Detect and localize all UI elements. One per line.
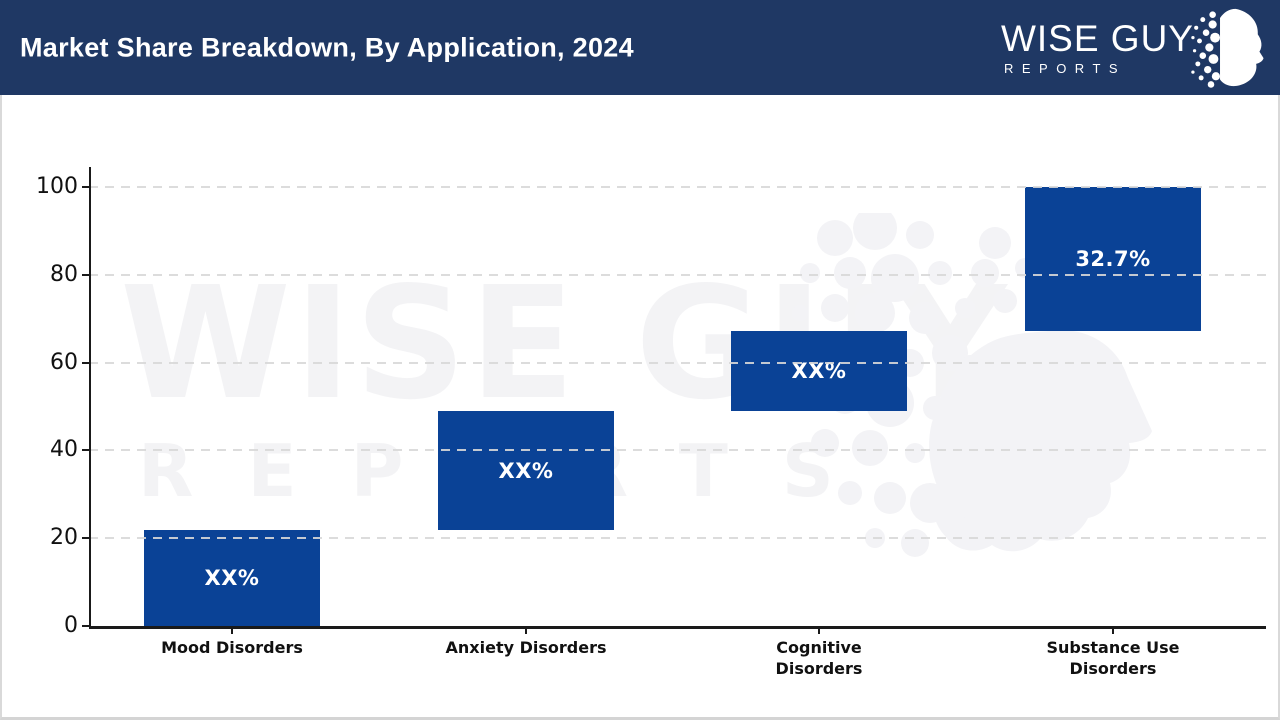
- logo-subtext: REPORTS: [1003, 60, 1127, 76]
- y-tick-label: 20: [50, 525, 78, 551]
- bar-value-label: XX%: [498, 458, 554, 483]
- x-category-label: Anxiety Disorders: [445, 638, 607, 657]
- bar: 32.7%: [1025, 187, 1201, 331]
- y-tick-label: 100: [36, 174, 78, 199]
- y-tick-mark: [82, 186, 89, 188]
- y-tick-mark: [82, 537, 89, 540]
- gridline: [89, 449, 1266, 452]
- y-tick-mark: [82, 449, 89, 452]
- gridline: [89, 273, 1266, 276]
- logo-text: WISE GUY REPORTS: [1001, 20, 1194, 76]
- y-tick-label: 40: [50, 437, 78, 463]
- bar: XX%: [144, 530, 320, 626]
- bar: XX%: [731, 330, 907, 412]
- y-tick-label: 80: [50, 261, 78, 287]
- chart-title: Market Share Breakdown, By Application, …: [20, 32, 634, 62]
- y-axis-line: [89, 167, 91, 629]
- x-tick-mark: [231, 626, 233, 634]
- bar-value-label: XX%: [204, 566, 260, 591]
- y-tick-mark: [82, 273, 89, 276]
- x-tick-mark: [818, 626, 820, 634]
- y-tick-mark: [82, 361, 89, 364]
- bar-value-label: 32.7%: [1075, 246, 1151, 271]
- wiseguy-logo: WISE GUY REPORTS: [1001, 6, 1266, 89]
- logo-wordmark: WISE GUY: [1000, 17, 1194, 59]
- x-tick-mark: [1112, 626, 1114, 634]
- chart-canvas: WISE GUY REPORTS XX%Mood DisordersXX%Anx…: [0, 95, 1280, 720]
- y-tick-label: 0: [64, 613, 78, 638]
- y-tick-label: 60: [50, 349, 78, 375]
- gridline: [89, 186, 1266, 188]
- header-bar: Market Share Breakdown, By Application, …: [0, 0, 1280, 95]
- gridline: [89, 361, 1266, 364]
- plot-area: XX% Mood Disorders XX% Anxiety Disorders XX%…: [2, 95, 1280, 717]
- x-tick-mark: [525, 626, 527, 634]
- y-tick-mark: [82, 625, 89, 627]
- gridline: [89, 537, 1266, 540]
- x-category-label: Mood Disorders: [161, 638, 303, 657]
- x-axis-line: [89, 626, 1266, 629]
- logo-head-icon: [1191, 8, 1264, 88]
- x-category-label: Cognitive Disorders: [775, 638, 863, 678]
- x-category-label: Substance Use Disorders: [1046, 638, 1180, 678]
- bar: XX%: [438, 411, 614, 531]
